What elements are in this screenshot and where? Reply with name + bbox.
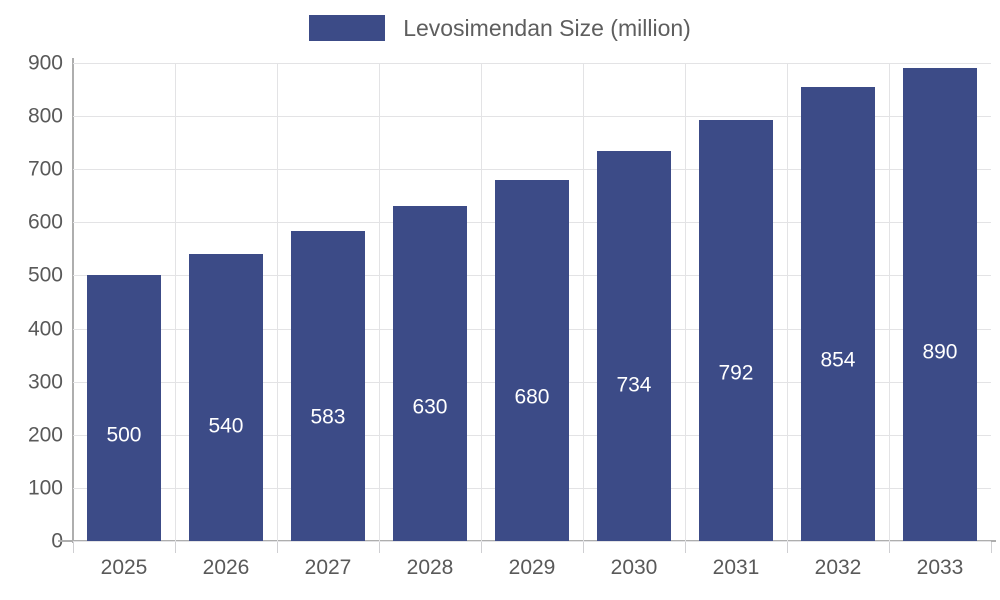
gridline-vertical [583, 63, 584, 541]
x-axis-tick-label: 2031 [712, 556, 760, 579]
y-axis-tick-label: 300 [27, 370, 63, 394]
y-axis-tick-label: 500 [27, 263, 63, 287]
gridline-horizontal [73, 63, 991, 64]
x-axis-tick-mark [379, 542, 380, 553]
bar[interactable] [393, 206, 467, 541]
gridline-horizontal [73, 116, 991, 118]
gridline-vertical [277, 63, 278, 541]
x-axis-tick-label: 2033 [916, 556, 964, 579]
legend-label: Levosimendan Size (million) [403, 14, 691, 41]
bar[interactable] [495, 179, 569, 541]
bar[interactable] [801, 87, 875, 541]
x-axis-tick-label: 2028 [406, 556, 454, 579]
plot-area: 500 540 583 630 680 734 792 854 890 [73, 63, 991, 542]
x-axis-tick-label: 2026 [202, 556, 250, 579]
legend-color-swatch-icon [309, 15, 386, 41]
chart-legend: Levosimendan Size (million) [0, 10, 1000, 46]
x-axis-tick-mark [583, 542, 584, 553]
x-axis-tick-label: 2029 [508, 556, 556, 579]
bar[interactable] [189, 254, 263, 541]
y-axis-line [72, 58, 74, 543]
legend-entry-levosimendan-size[interactable]: Levosimendan Size (million) [309, 15, 691, 41]
y-axis-tick-labels: 0 100 200 300 400 500 600 700 800 900 [0, 0, 63, 600]
y-axis-tick-label: 900 [27, 51, 63, 75]
x-axis-tick-labels: 2025 2026 2027 2028 2029 2030 2031 2032 2033 [73, 557, 991, 591]
bar[interactable] [87, 275, 161, 541]
y-axis-tick-label: 100 [27, 476, 63, 500]
y-axis-tick-label: 0 [1, 531, 63, 552]
gridline-horizontal [73, 541, 991, 542]
x-axis-tick-mark [175, 542, 176, 553]
bar[interactable] [903, 68, 977, 541]
x-axis-tick-mark [481, 542, 482, 553]
gridline-vertical [889, 63, 890, 541]
y-axis-tick-label: 600 [27, 210, 63, 234]
gridline-vertical [481, 63, 482, 541]
x-axis-tick-label: 2025 [100, 556, 148, 579]
gridline-vertical [379, 63, 380, 541]
bar[interactable] [597, 151, 671, 541]
y-axis-tick-label: 200 [27, 423, 63, 447]
gridline-vertical [787, 63, 788, 541]
x-axis-tick-label: 2030 [610, 556, 658, 579]
x-axis-tick-label: 2032 [814, 556, 862, 579]
bar[interactable] [699, 120, 773, 541]
x-axis-tick-mark [787, 542, 788, 553]
x-axis-tick-mark [685, 542, 686, 553]
gridline-horizontal [73, 169, 991, 171]
gridline-vertical [685, 63, 686, 541]
y-axis-tick-label: 800 [27, 104, 63, 128]
x-axis-tick-mark [991, 542, 992, 553]
x-axis-tick-mark [73, 542, 74, 553]
x-axis-tick-label: 2027 [304, 556, 352, 579]
bar[interactable] [291, 231, 365, 541]
y-axis-tick-label: 400 [27, 317, 63, 341]
gridline-vertical [175, 63, 176, 541]
x-axis-tick-mark [889, 542, 890, 553]
y-axis-tick-label: 700 [27, 157, 63, 181]
x-axis-tick-mark [277, 542, 278, 553]
